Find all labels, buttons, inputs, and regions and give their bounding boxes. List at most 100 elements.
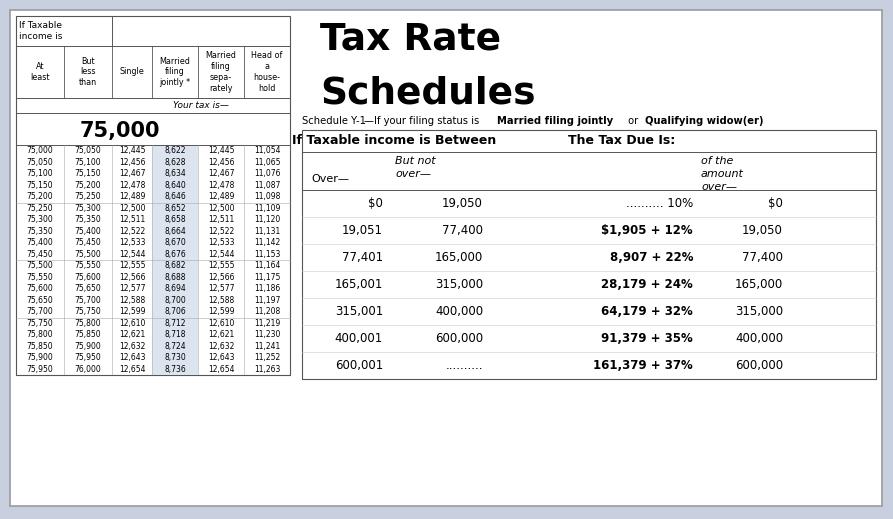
Text: 11,076: 11,076 (254, 169, 280, 178)
Text: 8,628: 8,628 (164, 158, 186, 167)
Text: 12,599: 12,599 (119, 307, 146, 316)
Text: 11,175: 11,175 (254, 273, 280, 282)
Text: 12,467: 12,467 (119, 169, 146, 178)
Text: 161,379 + 37%: 161,379 + 37% (593, 359, 693, 372)
Text: 75,150: 75,150 (27, 181, 54, 190)
Text: 12,588: 12,588 (119, 296, 146, 305)
Text: 91,379 + 35%: 91,379 + 35% (601, 332, 693, 345)
Text: 75,000: 75,000 (27, 146, 54, 155)
Text: of the
amount
over—: of the amount over— (701, 156, 744, 193)
Text: 75,950: 75,950 (75, 353, 102, 362)
Text: 12,456: 12,456 (119, 158, 146, 167)
Text: 75,000: 75,000 (79, 121, 161, 141)
Text: 11,131: 11,131 (254, 227, 280, 236)
Text: 75,700: 75,700 (27, 307, 54, 316)
Text: 75,900: 75,900 (75, 342, 102, 351)
Text: 315,000: 315,000 (735, 305, 783, 318)
Text: 12,445: 12,445 (208, 146, 234, 155)
Text: If Taxable income is Between: If Taxable income is Between (292, 134, 497, 147)
Text: 12,533: 12,533 (208, 238, 234, 247)
Text: 400,000: 400,000 (435, 305, 483, 318)
Text: 12,632: 12,632 (208, 342, 234, 351)
Text: 75,900: 75,900 (27, 353, 54, 362)
Text: 600,000: 600,000 (735, 359, 783, 372)
Text: 12,467: 12,467 (208, 169, 234, 178)
Text: 75,600: 75,600 (75, 273, 102, 282)
Text: 12,511: 12,511 (119, 215, 146, 224)
Text: 75,600: 75,600 (27, 284, 54, 293)
Text: 8,706: 8,706 (164, 307, 186, 316)
Text: 11,054: 11,054 (254, 146, 280, 155)
Text: 11,230: 11,230 (254, 330, 280, 339)
Text: ..........: .......... (446, 359, 483, 372)
Text: 75,550: 75,550 (75, 261, 102, 270)
Text: $1,905 + 12%: $1,905 + 12% (601, 224, 693, 237)
Text: Your tax is—: Your tax is— (173, 101, 229, 110)
Bar (302, 130, 876, 379)
Text: 75,450: 75,450 (75, 238, 102, 247)
Text: 75,100: 75,100 (75, 158, 101, 167)
Text: Married
filing
jointly *: Married filing jointly * (160, 57, 190, 87)
Text: 8,694: 8,694 (164, 284, 186, 293)
Text: 8,730: 8,730 (164, 353, 186, 362)
Text: 12,588: 12,588 (208, 296, 234, 305)
Text: 8,718: 8,718 (164, 330, 186, 339)
Text: At
least: At least (30, 62, 50, 82)
Text: 19,050: 19,050 (742, 224, 783, 237)
Text: 8,736: 8,736 (164, 365, 186, 374)
Text: But
less
than: But less than (79, 57, 97, 87)
Text: 77,401: 77,401 (342, 251, 383, 264)
Text: 12,522: 12,522 (208, 227, 234, 236)
Text: 75,150: 75,150 (75, 169, 101, 178)
Text: 11,263: 11,263 (254, 365, 280, 374)
Text: 8,712: 8,712 (164, 319, 186, 328)
Text: 28,179 + 24%: 28,179 + 24% (601, 278, 693, 291)
Text: 12,610: 12,610 (119, 319, 146, 328)
Text: Married
filing
sepa-
rately: Married filing sepa- rately (205, 51, 237, 92)
Text: 315,000: 315,000 (435, 278, 483, 291)
Text: 12,533: 12,533 (119, 238, 146, 247)
Text: 8,700: 8,700 (164, 296, 186, 305)
Text: 12,632: 12,632 (119, 342, 146, 351)
Text: 75,250: 75,250 (75, 192, 101, 201)
Text: 75,850: 75,850 (27, 342, 54, 351)
Text: 75,400: 75,400 (75, 227, 102, 236)
Text: 75,400: 75,400 (27, 238, 54, 247)
Text: 75,050: 75,050 (27, 158, 54, 167)
Text: 12,566: 12,566 (208, 273, 234, 282)
Text: 11,197: 11,197 (254, 296, 280, 305)
Text: 75,750: 75,750 (75, 307, 102, 316)
Text: 8,670: 8,670 (164, 238, 186, 247)
Text: 12,577: 12,577 (119, 284, 146, 293)
Text: —If your filing status is: —If your filing status is (364, 116, 482, 126)
Text: 11,065: 11,065 (254, 158, 280, 167)
Text: 12,522: 12,522 (119, 227, 146, 236)
Text: 75,300: 75,300 (75, 204, 102, 213)
Text: 11,164: 11,164 (254, 261, 280, 270)
Text: Qualifying widow(er): Qualifying widow(er) (645, 116, 764, 126)
Text: 11,252: 11,252 (254, 353, 280, 362)
Text: 12,643: 12,643 (208, 353, 234, 362)
Text: 8,658: 8,658 (164, 215, 186, 224)
Text: 75,500: 75,500 (27, 261, 54, 270)
Text: 11,219: 11,219 (254, 319, 280, 328)
Text: or: or (625, 116, 641, 126)
Text: 12,489: 12,489 (119, 192, 146, 201)
Text: 12,478: 12,478 (119, 181, 146, 190)
Text: 12,500: 12,500 (119, 204, 146, 213)
Text: 12,577: 12,577 (208, 284, 234, 293)
Text: 12,456: 12,456 (208, 158, 234, 167)
Text: Tax Rate: Tax Rate (320, 22, 501, 58)
Text: 12,566: 12,566 (119, 273, 146, 282)
Text: 315,001: 315,001 (335, 305, 383, 318)
Text: 400,000: 400,000 (735, 332, 783, 345)
Text: 8,676: 8,676 (164, 250, 186, 259)
Text: Married filing jointly: Married filing jointly (497, 116, 613, 126)
Text: 8,682: 8,682 (164, 261, 186, 270)
Text: 8,688: 8,688 (164, 273, 186, 282)
Text: 11,153: 11,153 (254, 250, 280, 259)
Text: 12,621: 12,621 (208, 330, 234, 339)
Text: 165,000: 165,000 (735, 278, 783, 291)
Text: 12,445: 12,445 (119, 146, 146, 155)
Text: 12,643: 12,643 (119, 353, 146, 362)
